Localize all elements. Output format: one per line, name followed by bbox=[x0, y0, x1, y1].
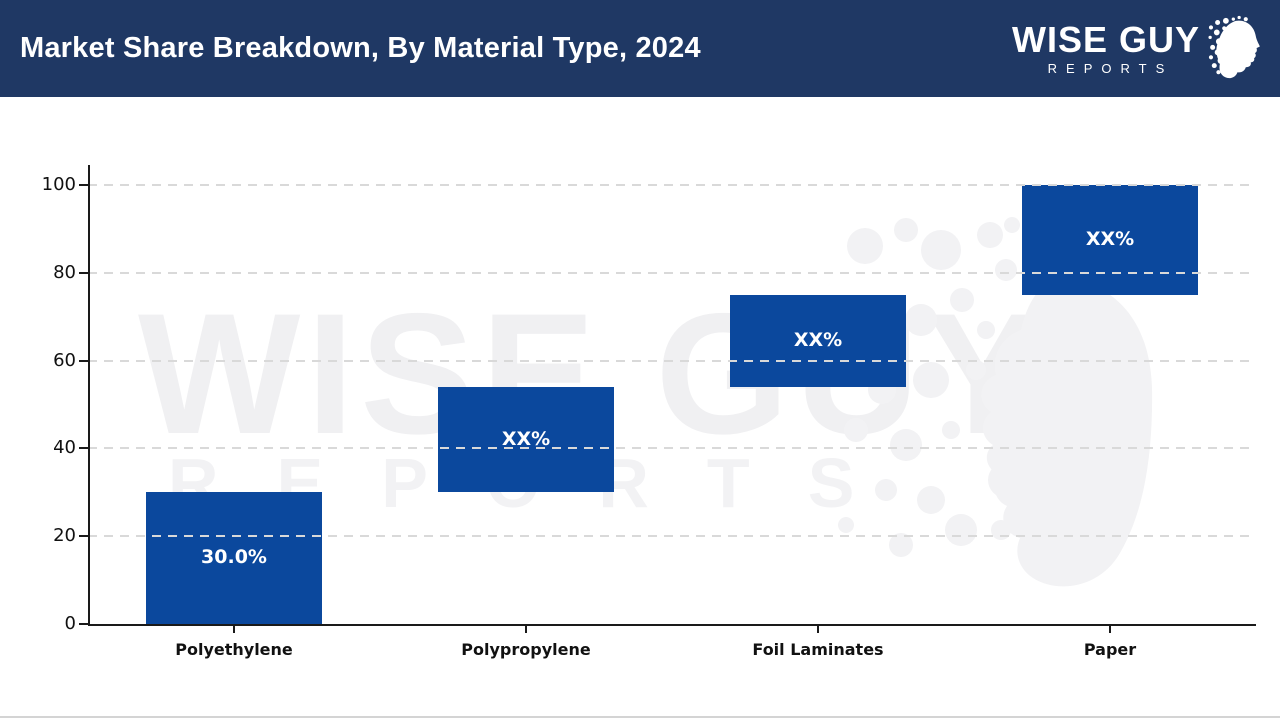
bar-value-label: XX% bbox=[793, 328, 843, 351]
y-gridline bbox=[88, 184, 1256, 186]
y-gridline bbox=[88, 535, 1256, 538]
y-tick-label: 40 bbox=[53, 437, 76, 459]
x-tick-mark bbox=[817, 626, 819, 633]
y-gridline bbox=[88, 271, 1256, 274]
x-axis-line bbox=[88, 624, 1256, 626]
header: Market Share Breakdown, By Material Type… bbox=[0, 0, 1280, 97]
y-gridline bbox=[88, 447, 1256, 450]
wiseguy-logo-text: WISE GUY REPORTS bbox=[1011, 19, 1200, 76]
figure-bottom-border bbox=[0, 716, 1280, 718]
x-axis-label: Foil Laminates bbox=[752, 640, 884, 659]
y-tick-label: 80 bbox=[53, 261, 76, 283]
wiseguy-face-icon bbox=[1208, 15, 1260, 78]
page-title: Market Share Breakdown, By Material Type… bbox=[20, 32, 701, 64]
y-tick-mark bbox=[79, 623, 88, 625]
y-tick-label: 0 bbox=[64, 613, 76, 634]
y-tick-label: 60 bbox=[53, 349, 76, 371]
x-axis-label: Polypropylene bbox=[461, 640, 591, 659]
y-axis-line bbox=[88, 165, 90, 626]
bar bbox=[146, 492, 322, 624]
logo-wordmark: WISE GUY bbox=[1011, 19, 1200, 60]
wiseguy-logo: WISE GUY REPORTS bbox=[1012, 13, 1280, 85]
bar-value-label: XX% bbox=[1085, 227, 1135, 250]
y-tick-mark bbox=[79, 359, 88, 362]
x-tick-mark bbox=[525, 626, 527, 633]
y-tick-mark bbox=[79, 447, 88, 450]
y-tick-label: 100 bbox=[41, 174, 76, 195]
x-axis-label: Polyethylene bbox=[175, 640, 293, 659]
bar-value-label: 30.0% bbox=[201, 546, 267, 569]
bar bbox=[1022, 185, 1198, 295]
y-tick-label: 20 bbox=[53, 525, 76, 547]
bar bbox=[438, 386, 614, 493]
bar-value-label: XX% bbox=[501, 427, 551, 450]
x-axis-label: Paper bbox=[1083, 640, 1137, 659]
y-tick-mark bbox=[79, 271, 88, 274]
y-tick-mark bbox=[79, 184, 88, 186]
x-tick-mark bbox=[233, 626, 235, 633]
chart-plot-area: 0 20 40 60 80 100 30.0% Polyethylene XX% Polyprop… bbox=[0, 97, 1280, 720]
x-tick-mark bbox=[1109, 626, 1111, 633]
y-tick-mark bbox=[79, 535, 88, 538]
logo-subtext: REPORTS bbox=[1047, 61, 1174, 76]
y-gridline bbox=[88, 359, 1256, 362]
